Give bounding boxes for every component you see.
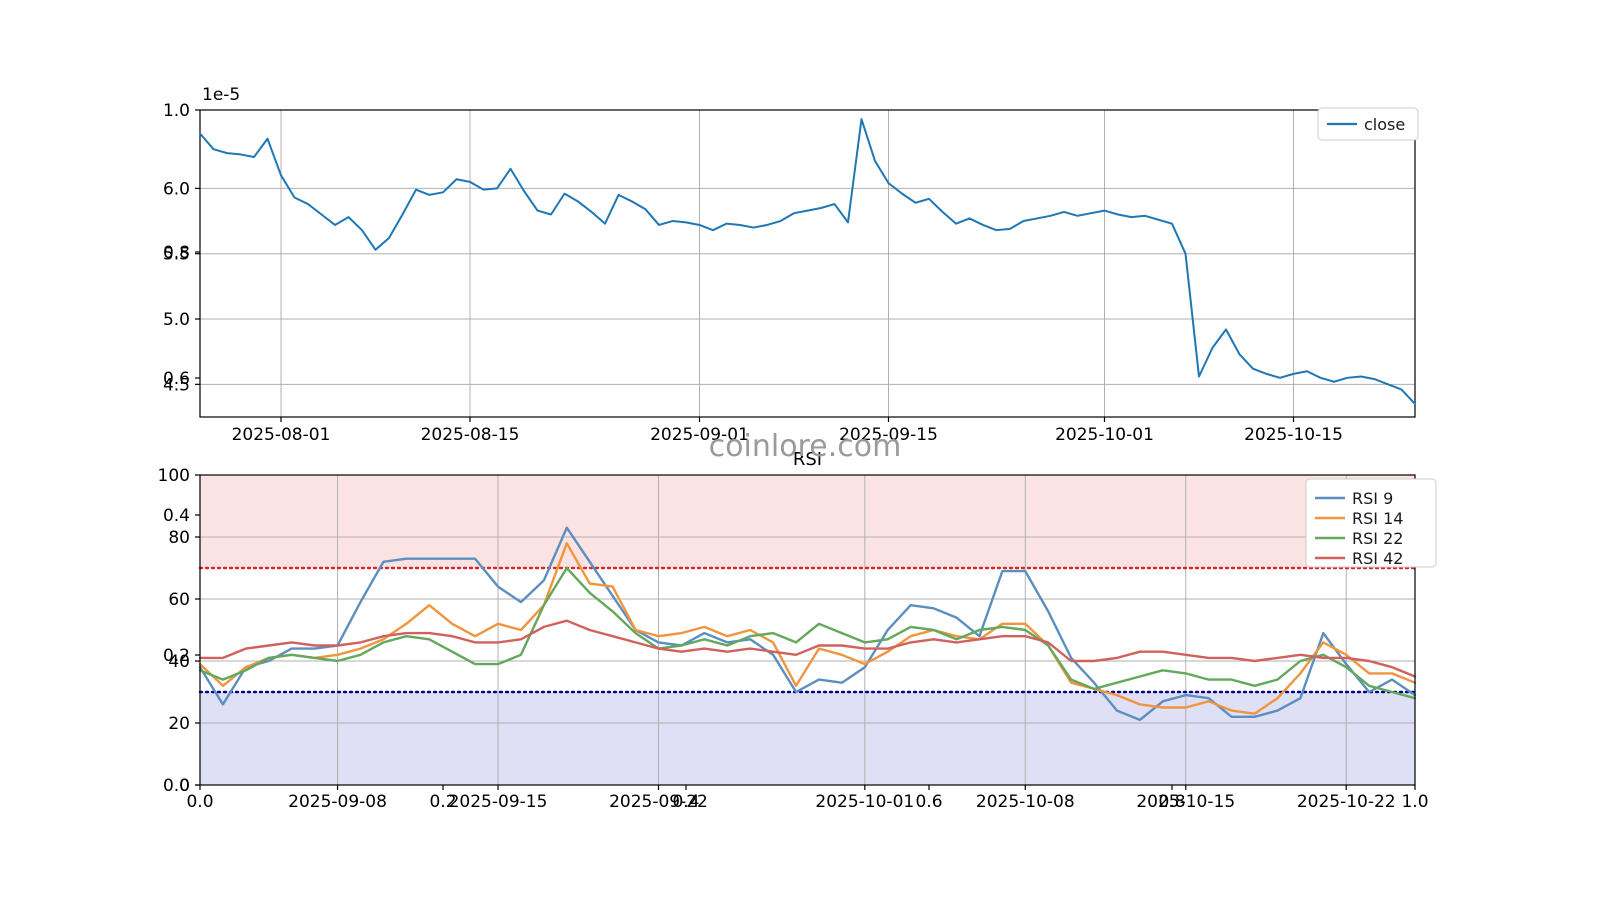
price-legend-box [1317,107,1419,141]
rsi-xtick-overlay-label: 0.8 [1158,792,1185,812]
rsi-line-rsi-22 [198,566,1417,700]
rsi-legend-label-rsi-42: RSI 42 [1352,549,1403,568]
price-line-close [199,118,1416,405]
price-axes-frame [199,109,1416,418]
rsi-ytick-overlay-label: 0.4 [163,506,190,526]
rsi-axes: 100 80 60 40 20 0 0.4 0.2 0.0 2025-09-08 2025-09-1… [158,449,1429,812]
rsi-ytick-label: 60 [168,590,190,610]
rsi-band-oversold [200,692,1415,785]
watermark-text: coinlore.com [709,429,902,464]
price-ytick-overlay-label: 0.6 [163,369,190,389]
rsi-xtick-label: 2025-09-15 [449,792,548,812]
rsi-xtick-overlay-label: 0.2 [429,792,456,812]
rsi-ytick-label: 0 [179,776,190,796]
rsi-ytick-label: 20 [168,714,190,734]
rsi-ytick-label: 80 [168,528,190,548]
rsi-line-rsi-14 [198,542,1417,715]
rsi-legend-box [1305,478,1437,568]
price-ytick-label: 4.5 [163,375,190,395]
rsi-xtick-label: 2025-10-08 [976,792,1075,812]
rsi-xtick-overlay-label: 0.6 [915,792,942,812]
rsi-ytick-overlay-label: 0.0 [163,776,190,796]
price-xtick-label: 2025-08-01 [232,425,331,445]
price-ytick-label: 6.0 [163,179,190,199]
price-legend[interactable]: close [1317,107,1419,141]
price-xtick-label: 2025-10-15 [1244,425,1343,445]
rsi-line-rsi-42 [198,619,1417,678]
price-ytick-overlay-label: 0.8 [163,243,190,263]
rsi-xtick-label: 2025-09-08 [288,792,387,812]
rsi-xtick-label: 2025-10-22 [1297,792,1396,812]
rsi-xtick-label: 2025-10-01 [815,792,914,812]
rsi-band-overbought [200,475,1415,568]
price-ytick-label: 5.5 [163,245,190,265]
price-xtick-label: 2025-08-15 [421,425,520,445]
price-xtick-label: 2025-09-15 [839,425,938,445]
rsi-xtick-overlay-label: 0.4 [672,792,699,812]
rsi-xtick-label: 2025-10-15 [1136,792,1235,812]
rsi-legend-label-rsi-22: RSI 22 [1352,529,1403,548]
price-offset-text: 1e-5 [202,85,240,105]
price-legend-label-close: close [1364,115,1405,134]
rsi-ytick-label: 40 [168,652,190,672]
rsi-axes-frame [199,474,1416,786]
rsi-legend-label-rsi-9: RSI 9 [1352,489,1393,508]
rsi-legend-label-rsi-14: RSI 14 [1352,509,1403,528]
price-axes: 6.0 5.5 5.0 4.5 1.0 0.8 0.6 2025-08-01 2025-08-1… [163,85,1419,445]
rsi-title: RSI [793,449,822,470]
price-xtick-label: 2025-09-01 [650,425,749,445]
rsi-line-rsi-9 [198,526,1417,722]
rsi-xtick-overlay-label: 1.0 [1401,792,1428,812]
rsi-xtick-label: 2025-09-22 [609,792,708,812]
price-ytick-overlay-label: 1.0 [163,101,190,121]
price-xtick-label: 2025-10-01 [1055,425,1154,445]
rsi-ytick-label: 100 [158,466,190,486]
price-ytick-label: 5.0 [163,310,190,330]
rsi-xtick-overlay-label: 0.0 [186,792,213,812]
rsi-ytick-overlay-label: 0.2 [163,646,190,666]
